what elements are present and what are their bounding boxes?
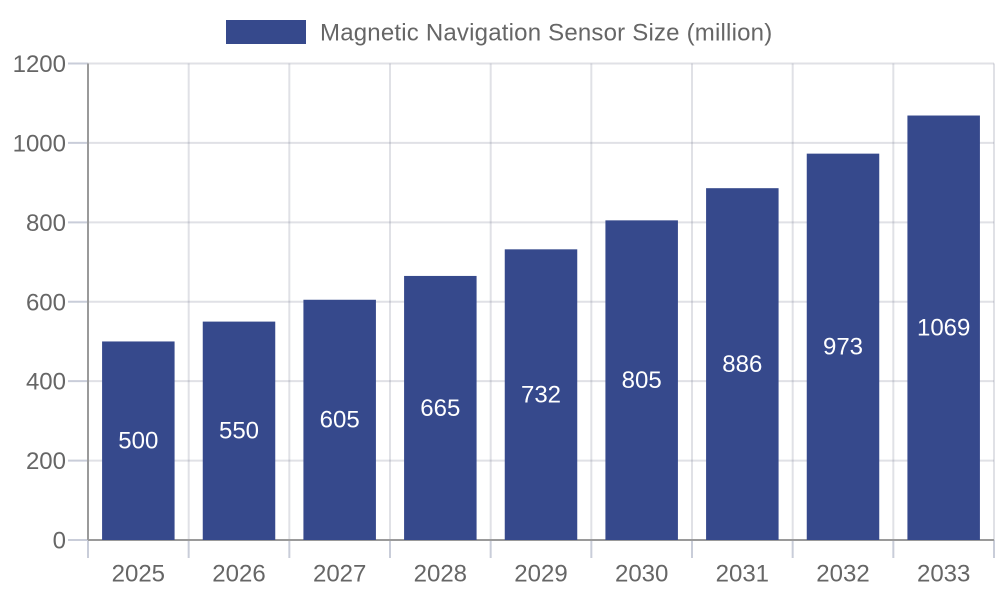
svg-text:973: 973: [823, 334, 863, 361]
svg-text:2027: 2027: [313, 561, 366, 588]
svg-text:800: 800: [26, 210, 66, 237]
svg-text:500: 500: [118, 428, 158, 455]
svg-text:2026: 2026: [212, 561, 265, 588]
svg-text:605: 605: [320, 407, 360, 434]
svg-text:805: 805: [622, 367, 662, 394]
svg-text:1200: 1200: [13, 51, 66, 78]
svg-text:2028: 2028: [414, 561, 467, 588]
svg-text:0: 0: [53, 528, 66, 555]
svg-text:400: 400: [26, 369, 66, 396]
svg-text:2033: 2033: [917, 561, 970, 588]
svg-text:550: 550: [219, 418, 259, 445]
svg-text:1000: 1000: [13, 130, 66, 157]
svg-text:200: 200: [26, 448, 66, 475]
svg-text:Magnetic Navigation Sensor Siz: Magnetic Navigation Sensor Size (million…: [320, 20, 772, 47]
svg-text:732: 732: [521, 381, 561, 408]
svg-text:600: 600: [26, 289, 66, 316]
svg-text:2032: 2032: [816, 561, 869, 588]
svg-text:1069: 1069: [917, 315, 970, 342]
svg-text:2030: 2030: [615, 561, 668, 588]
svg-text:2029: 2029: [514, 561, 567, 588]
svg-text:886: 886: [722, 351, 762, 378]
svg-text:665: 665: [420, 395, 460, 422]
svg-text:2025: 2025: [112, 561, 165, 588]
svg-text:2031: 2031: [716, 561, 769, 588]
